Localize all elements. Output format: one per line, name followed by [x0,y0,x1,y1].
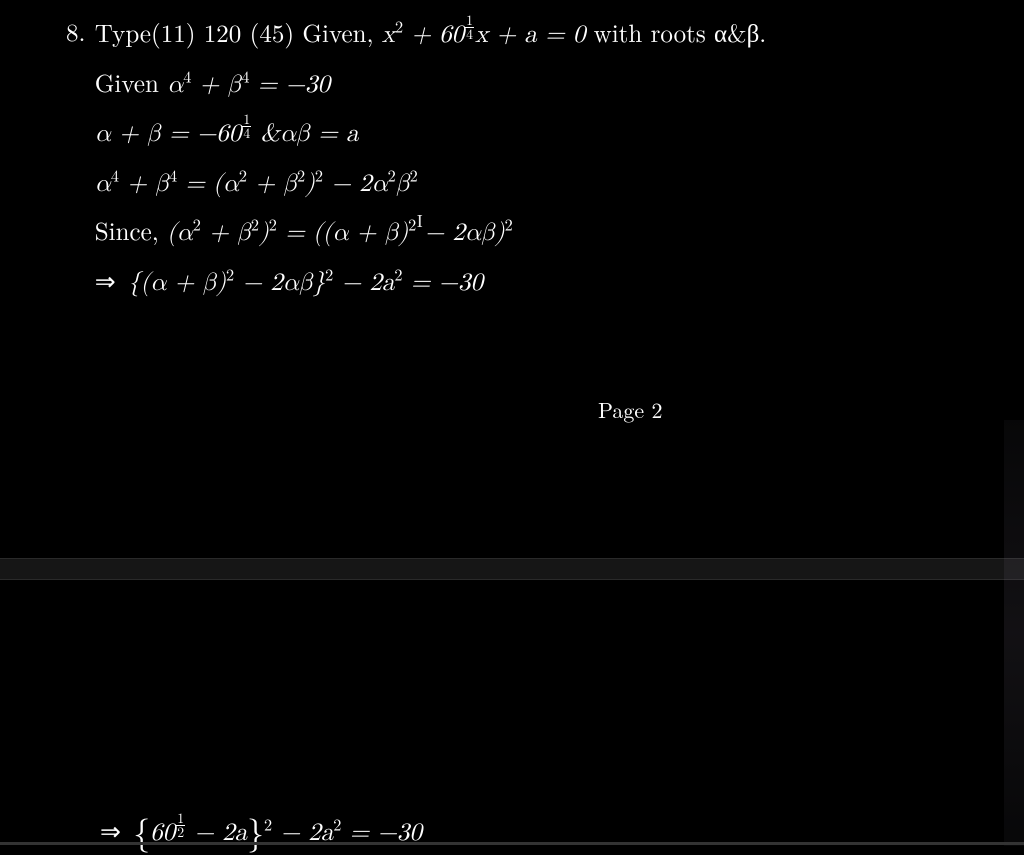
bottom-equation: ⇒ {6012 − 2a}2 − 2a2 = −30 [100,806,422,854]
l5-c2: 2 [269,213,277,236]
line1-plus60: + 60 [403,22,464,47]
l6-c: − 2a [333,270,394,295]
text-cursor-icon: I [417,208,423,235]
line1-prefix: Type(11) 120 (45) Given, [95,15,382,50]
line5-prefix: Since, [95,213,167,248]
close-brace-icon: } [247,806,264,854]
l4-b4: 4 [169,163,177,186]
l4-c2: 2 [239,163,247,186]
line-5: Since, (α2 + β2)2 = ((α + β)2 − 2αβ)2 I [95,212,766,252]
problem-block: 8. Type(11) 120 (45) Given, x2 + 6014x +… [66,14,994,311]
line1-x: x [382,22,395,47]
page-root: 8. Type(11) 120 (45) Given, x2 + 6014x +… [0,0,1024,855]
line3-frac-den: 4 [242,127,251,139]
line1-rest: x + a = 0 [475,22,585,47]
line2-beta: + β [191,72,241,97]
l4-a: α [95,171,111,196]
l5-b2: 2 [251,213,259,236]
bottom-frac-den: 2 [176,826,185,838]
l4-g2: 2 [410,163,418,186]
open-brace-icon: { [133,806,150,854]
line-2: Given α4 + β4 = −30 [95,64,766,104]
l6-b: − 2αβ} [234,270,325,295]
line-3: α + β = −6014 &αβ = a [95,113,766,153]
implies-arrow: ⇒ [95,263,116,298]
l5-e: − 2αβ) [416,220,504,245]
right-edge-decoration [1004,420,1024,846]
l5-e2: 2 [505,213,513,236]
problem-number: 8. [66,14,85,49]
l4-e: ) [305,171,315,196]
l6-d: = −30 [402,270,483,295]
line1-x-exp: 2 [395,15,403,38]
line3-a: α + β = −60 [95,121,242,146]
l5-d: = ((α + β) [277,220,408,245]
l5-c: ) [259,220,269,245]
problem-body: Type(11) 120 (45) Given, x2 + 6014x + a … [95,14,766,311]
l4-f2: 2 [388,163,396,186]
line-4: α4 + β4 = (α2 + β2)2 − 2α2β2 [95,163,766,203]
l5-a: (α [167,220,193,245]
line2-prefix: Given [95,65,167,100]
line1-frac-den: 4 [465,28,474,40]
l4-b: + β [119,171,169,196]
l4-f: − 2α [323,171,388,196]
l4-c: = (α [177,171,239,196]
l5-a2: 2 [193,213,201,236]
line3-b: &αβ = a [252,121,358,146]
page-label: Page 2 [598,394,662,425]
line3-frac: 14 [242,113,251,139]
horizontal-divider [0,558,1024,580]
line1-frac: 14 [465,14,474,40]
line-1: Type(11) 120 (45) Given, x2 + 6014x + a … [95,14,766,54]
l4-a4: 4 [111,163,119,186]
l6-a2: 2 [226,262,234,285]
l6-a: {(α + β) [120,270,226,295]
bottom-frac: 12 [176,812,185,838]
l5-b: + β [201,220,251,245]
l4-d2: 2 [297,163,305,186]
bottom-rule [0,842,1024,845]
line2-alpha: α [167,72,183,97]
line1-suffix: with roots α&β. [585,15,766,50]
bot-brace-sq: 2 [264,813,272,836]
l4-e2: 2 [315,163,323,186]
l4-d: + β [247,171,297,196]
line-6: ⇒ {(α + β)2 − 2αβ}2 − 2a2 = −30 [95,262,766,302]
line2-eq: = −30 [249,72,330,97]
l4-g: β [396,171,410,196]
